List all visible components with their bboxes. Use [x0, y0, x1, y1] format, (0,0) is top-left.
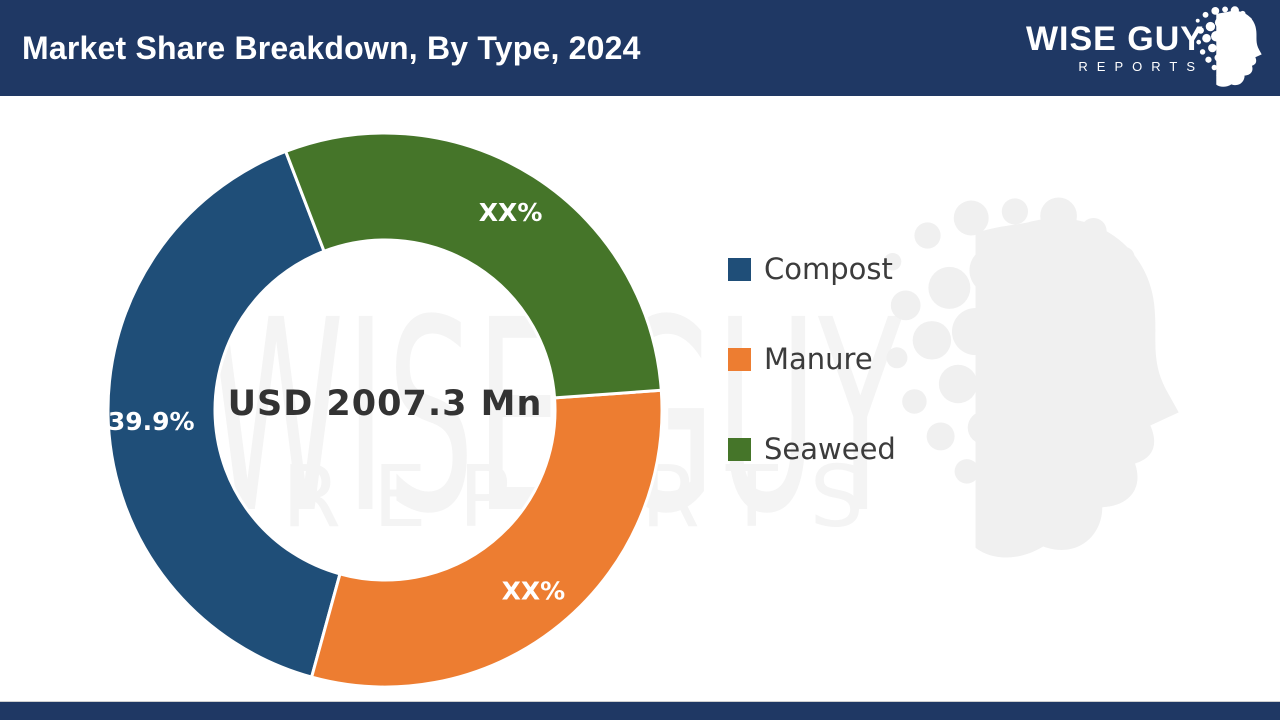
legend-swatch-manure	[728, 347, 751, 371]
slice-percentage-label-manure: XX%	[502, 577, 566, 606]
donut-slice-seaweed	[284, 131, 663, 400]
donut-slice-manure	[310, 388, 664, 689]
legend-swatch-compost	[728, 257, 751, 281]
legend-label-manure: Manure	[764, 342, 873, 376]
page-title: Market Share Breakdown, By Type, 2024	[22, 29, 641, 66]
donut-chart: 39.9% XX% XX%	[106, 131, 664, 689]
header-bar: Market Share Breakdown, By Type, 2024 WI…	[0, 0, 1280, 96]
legend-item-seaweed: Seaweed	[728, 432, 896, 466]
slice-percentage-label-compost: 39.9%	[108, 407, 195, 436]
legend-swatch-seaweed	[728, 437, 751, 461]
wiseguy-wordmark: WISE GUY	[1025, 20, 1204, 58]
legend-item-compost: Compost	[728, 252, 896, 286]
legend: Compost Manure Seaweed	[728, 252, 896, 526]
center-value-label: USD 2007.3 Mn	[227, 384, 543, 424]
legend-label-seaweed: Seaweed	[764, 432, 896, 466]
chart-area: WISE GUY REPORTS 39.9%XX%XX% USD 2007.3 …	[0, 96, 1280, 701]
slice-percentage-label-seaweed: XX%	[479, 198, 543, 227]
legend-label-compost: Compost	[764, 252, 893, 286]
watermark-face-icon	[883, 197, 1179, 558]
donut-slice-compost	[106, 149, 342, 679]
legend-item-manure: Manure	[728, 342, 896, 376]
footer-bar	[0, 701, 1280, 720]
wiseguy-reports-subtext: REPORTS	[1078, 59, 1204, 74]
brand-logo: WISE GUY REPORTS	[1026, 6, 1266, 90]
